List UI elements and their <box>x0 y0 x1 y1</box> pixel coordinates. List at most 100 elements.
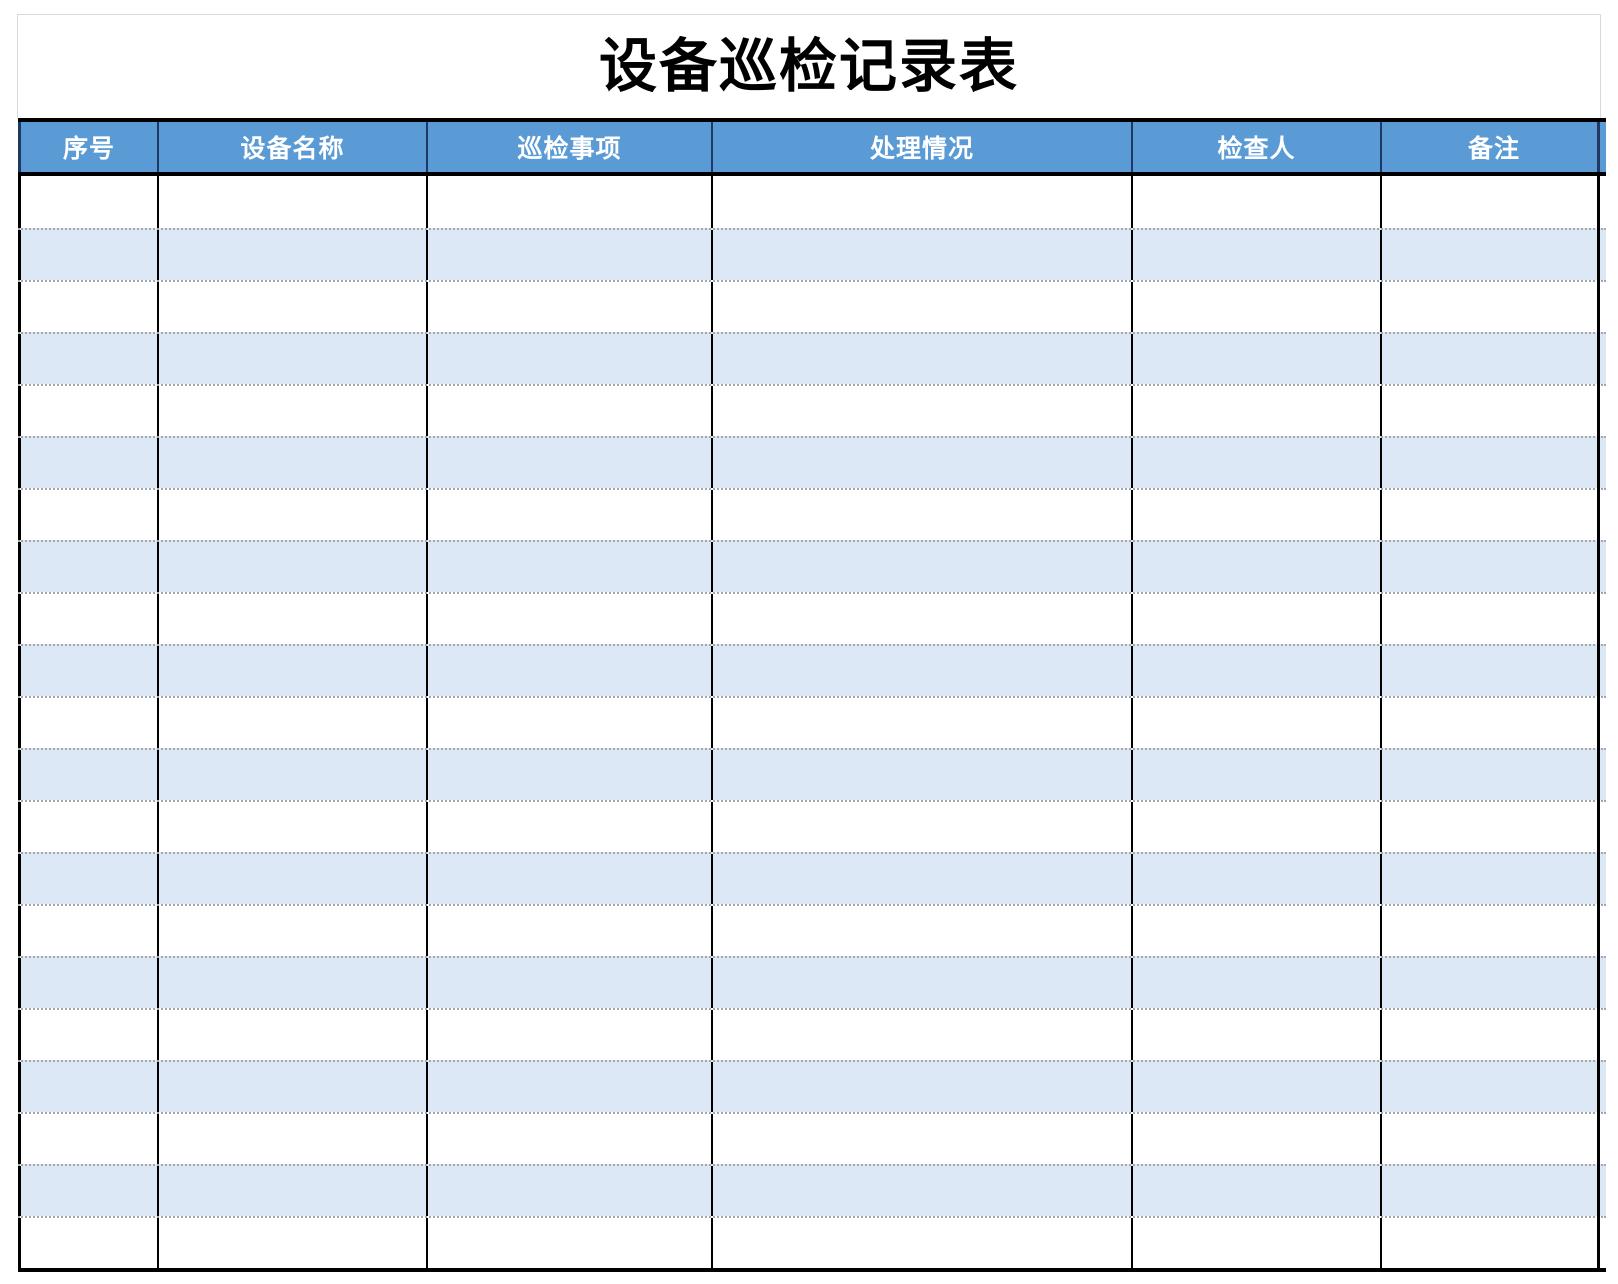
table-cell[interactable] <box>713 176 1133 228</box>
table-cell[interactable] <box>159 1010 428 1060</box>
table-cell[interactable] <box>18 646 159 696</box>
table-cell[interactable] <box>1382 958 1606 1008</box>
table-cell[interactable] <box>159 334 428 384</box>
table-cell[interactable] <box>1133 698 1382 748</box>
table-cell[interactable] <box>713 646 1133 696</box>
table-cell[interactable] <box>159 698 428 748</box>
table-cell[interactable] <box>1133 594 1382 644</box>
table-cell[interactable] <box>428 1166 713 1216</box>
table-cell[interactable] <box>1382 386 1606 436</box>
table-cell[interactable] <box>18 438 159 488</box>
table-cell[interactable] <box>1133 490 1382 540</box>
table-cell[interactable] <box>428 1010 713 1060</box>
table-cell[interactable] <box>1133 750 1382 800</box>
table-cell[interactable] <box>428 176 713 228</box>
table-cell[interactable] <box>428 230 713 280</box>
table-cell[interactable] <box>1382 698 1606 748</box>
table-cell[interactable] <box>18 230 159 280</box>
table-cell[interactable] <box>428 334 713 384</box>
table-cell[interactable] <box>1133 1114 1382 1164</box>
table-cell[interactable] <box>1382 1062 1606 1112</box>
table-cell[interactable] <box>1133 1062 1382 1112</box>
table-cell[interactable] <box>18 698 159 748</box>
table-cell[interactable] <box>18 386 159 436</box>
table-cell[interactable] <box>159 646 428 696</box>
table-cell[interactable] <box>1382 1114 1606 1164</box>
table-cell[interactable] <box>159 490 428 540</box>
table-cell[interactable] <box>713 906 1133 956</box>
table-cell[interactable] <box>713 386 1133 436</box>
table-cell[interactable] <box>713 594 1133 644</box>
table-cell[interactable] <box>1382 802 1606 852</box>
table-cell[interactable] <box>159 958 428 1008</box>
table-cell[interactable] <box>18 1218 159 1268</box>
table-cell[interactable] <box>428 282 713 332</box>
table-cell[interactable] <box>18 750 159 800</box>
table-cell[interactable] <box>159 594 428 644</box>
table-cell[interactable] <box>18 490 159 540</box>
table-cell[interactable] <box>1382 1166 1606 1216</box>
table-cell[interactable] <box>713 1218 1133 1268</box>
table-cell[interactable] <box>1382 542 1606 592</box>
table-cell[interactable] <box>428 1218 713 1268</box>
table-cell[interactable] <box>159 906 428 956</box>
table-cell[interactable] <box>1133 958 1382 1008</box>
table-cell[interactable] <box>1133 1166 1382 1216</box>
table-cell[interactable] <box>1382 594 1606 644</box>
table-cell[interactable] <box>713 438 1133 488</box>
table-cell[interactable] <box>159 1114 428 1164</box>
table-cell[interactable] <box>1382 176 1606 228</box>
table-cell[interactable] <box>713 1166 1133 1216</box>
table-cell[interactable] <box>159 542 428 592</box>
table-cell[interactable] <box>159 1218 428 1268</box>
table-cell[interactable] <box>1133 282 1382 332</box>
table-cell[interactable] <box>428 646 713 696</box>
table-cell[interactable] <box>18 594 159 644</box>
table-cell[interactable] <box>159 1062 428 1112</box>
table-cell[interactable] <box>713 1010 1133 1060</box>
table-cell[interactable] <box>713 1114 1133 1164</box>
table-cell[interactable] <box>713 230 1133 280</box>
table-cell[interactable] <box>159 802 428 852</box>
table-cell[interactable] <box>713 958 1133 1008</box>
table-cell[interactable] <box>1133 542 1382 592</box>
table-cell[interactable] <box>159 1166 428 1216</box>
table-cell[interactable] <box>428 490 713 540</box>
table-cell[interactable] <box>18 1010 159 1060</box>
table-cell[interactable] <box>428 906 713 956</box>
table-cell[interactable] <box>1382 438 1606 488</box>
table-cell[interactable] <box>1382 906 1606 956</box>
table-cell[interactable] <box>1133 176 1382 228</box>
table-cell[interactable] <box>159 750 428 800</box>
table-cell[interactable] <box>428 1114 713 1164</box>
table-cell[interactable] <box>428 386 713 436</box>
table-cell[interactable] <box>1382 1010 1606 1060</box>
table-cell[interactable] <box>18 334 159 384</box>
table-cell[interactable] <box>713 542 1133 592</box>
table-cell[interactable] <box>1382 334 1606 384</box>
table-cell[interactable] <box>428 1062 713 1112</box>
table-cell[interactable] <box>18 1166 159 1216</box>
table-cell[interactable] <box>713 802 1133 852</box>
table-cell[interactable] <box>1382 750 1606 800</box>
table-cell[interactable] <box>1133 1010 1382 1060</box>
table-cell[interactable] <box>428 542 713 592</box>
table-cell[interactable] <box>18 802 159 852</box>
table-cell[interactable] <box>428 594 713 644</box>
table-cell[interactable] <box>1382 854 1606 904</box>
table-cell[interactable] <box>18 854 159 904</box>
table-cell[interactable] <box>428 438 713 488</box>
table-cell[interactable] <box>1382 1218 1606 1268</box>
table-cell[interactable] <box>428 750 713 800</box>
table-cell[interactable] <box>159 176 428 228</box>
table-cell[interactable] <box>159 438 428 488</box>
table-cell[interactable] <box>18 1062 159 1112</box>
table-cell[interactable] <box>713 750 1133 800</box>
table-cell[interactable] <box>713 698 1133 748</box>
table-cell[interactable] <box>1133 386 1382 436</box>
table-cell[interactable] <box>428 698 713 748</box>
table-cell[interactable] <box>428 802 713 852</box>
table-cell[interactable] <box>713 854 1133 904</box>
table-cell[interactable] <box>713 282 1133 332</box>
table-cell[interactable] <box>1133 1218 1382 1268</box>
